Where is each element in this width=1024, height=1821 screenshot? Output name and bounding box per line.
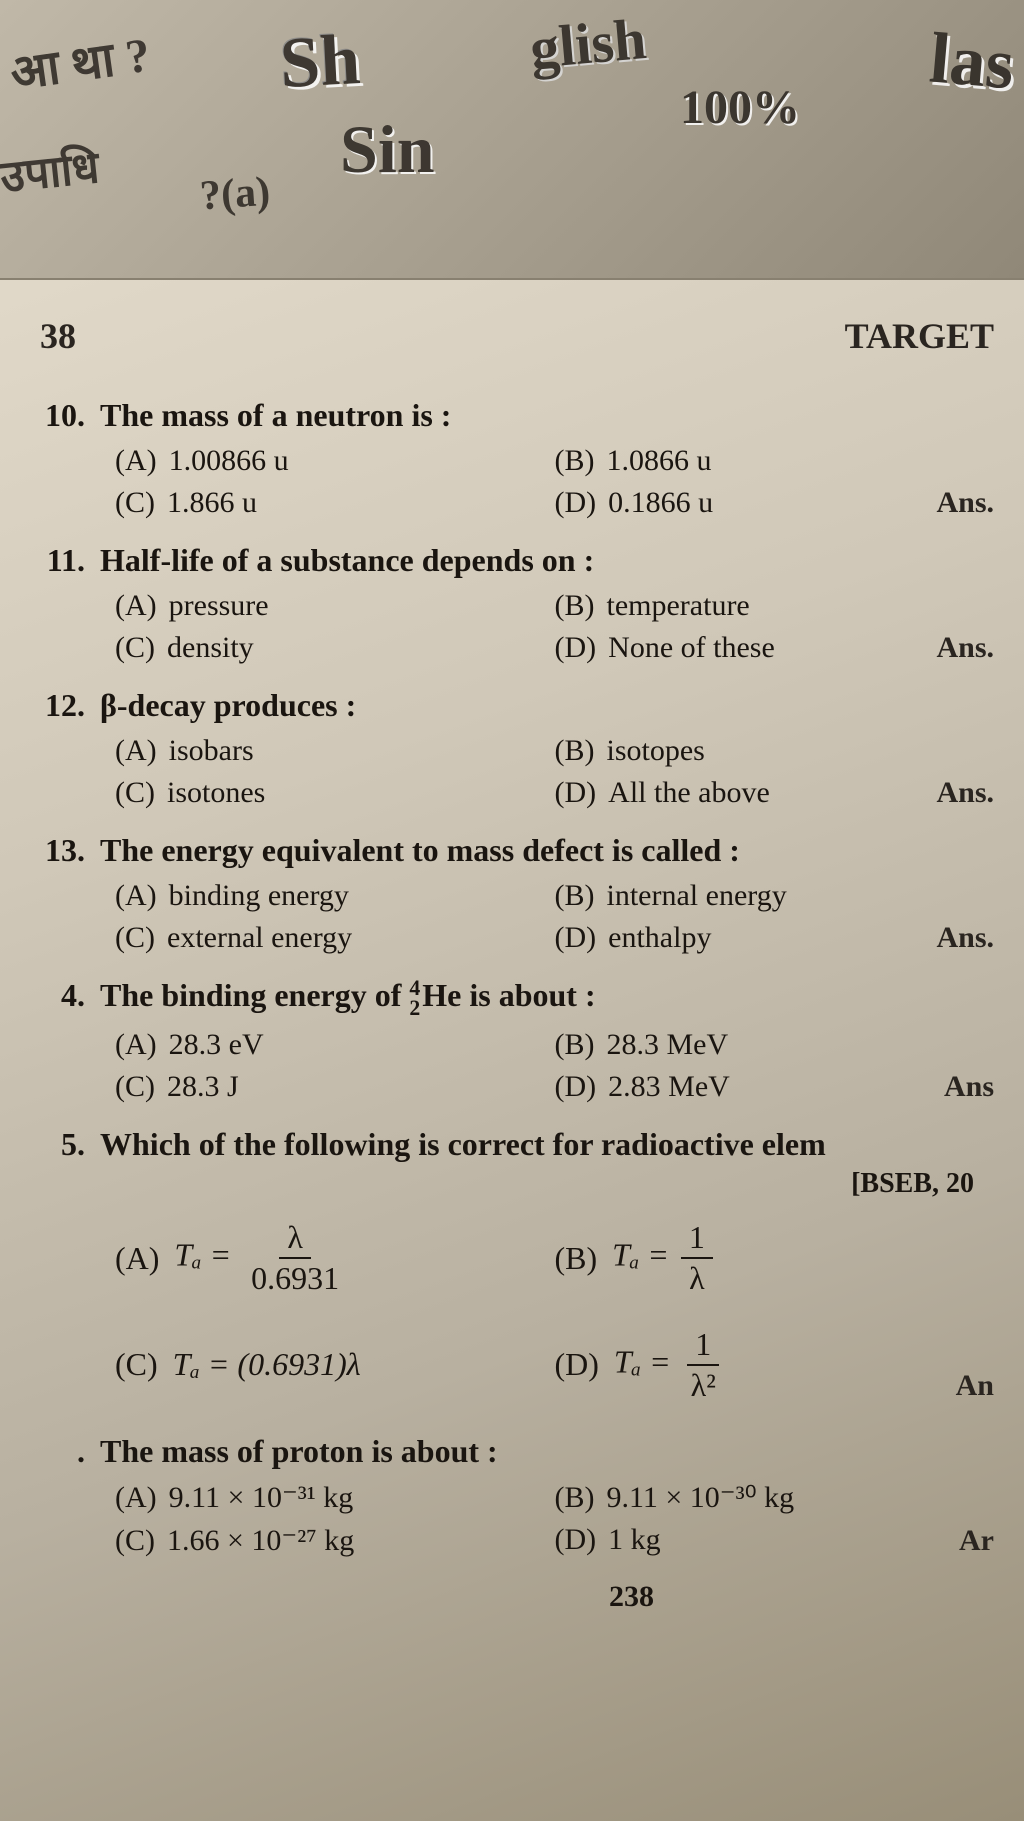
question-number: 11. <box>30 542 100 579</box>
answer-marker: Ans <box>944 1070 994 1104</box>
option: (D)enthalpy <box>555 921 975 955</box>
answer-marker: Ans. <box>936 486 994 520</box>
source-tag: [BSEB, 20 <box>30 1168 1004 1200</box>
question-number: 13. <box>30 832 100 869</box>
content-area: 38 TARGET 10. The mass of a neutron is :… <box>0 280 1024 1634</box>
option: (B)28.3 MeV <box>555 1028 975 1062</box>
option: (C)1.66 × 10⁻²⁷ kg <box>115 1523 535 1558</box>
option: (A)9.11 × 10⁻³¹ kg <box>115 1480 535 1515</box>
option: (B) Tₐ = 1λ <box>555 1220 975 1296</box>
question-15: 5. Which of the following is correct for… <box>30 1126 1004 1403</box>
header-text-hundred: 100% <box>680 80 800 135</box>
answer-marker: Ans. <box>936 921 994 955</box>
footer-fragment: 238 <box>30 1580 1004 1614</box>
answer-marker: An <box>956 1369 994 1403</box>
page-header-row: 38 TARGET <box>30 315 1004 357</box>
option: (A)isobars <box>115 734 535 768</box>
page-container: आ था ? उपाधि ?(a) Sh Sin glish 100% las … <box>0 0 1024 1821</box>
answer-marker: Ans. <box>936 776 994 810</box>
question-12: 12. β-decay produces : (A)isobars (B)iso… <box>30 687 1004 810</box>
question-text: The binding energy of 42He is about : <box>100 977 1004 1018</box>
option: (C)external energy <box>115 921 535 955</box>
option: (A)binding energy <box>115 879 535 913</box>
option: (D)0.1866 u <box>555 486 975 520</box>
header-text-qa: ?(a) <box>198 168 271 221</box>
question-text: The mass of proton is about : <box>100 1433 1004 1470</box>
question-number: . <box>30 1433 100 1470</box>
option: (C) Tₐ = (0.6931)λ <box>115 1327 535 1403</box>
answer-marker: Ans. <box>936 631 994 665</box>
header-text-las: las <box>927 16 1018 106</box>
question-11: 11. Half-life of a substance depends on … <box>30 542 1004 665</box>
option: (D)2.83 MeV <box>555 1070 975 1104</box>
question-number: 5. <box>30 1126 100 1163</box>
answer-marker: Ar <box>959 1524 994 1558</box>
option: (B)internal energy <box>555 879 975 913</box>
option: (B)isotopes <box>555 734 975 768</box>
header-text-upadhi: उपाधि <box>0 135 102 205</box>
question-number: 10. <box>30 397 100 434</box>
question-text: Half-life of a substance depends on : <box>100 542 1004 579</box>
question-text: The energy equivalent to mass defect is … <box>100 832 1004 869</box>
option: (D) Tₐ = 1λ² <box>555 1327 975 1403</box>
book-title: TARGET <box>845 315 994 357</box>
header-text-glish: glish <box>527 5 648 82</box>
option: (B)9.11 × 10⁻³⁰ kg <box>555 1480 975 1515</box>
question-10: 10. The mass of a neutron is : (A)1.0086… <box>30 397 1004 520</box>
newspaper-header: आ था ? उपाधि ?(a) Sh Sin glish 100% las <box>0 0 1024 280</box>
option: (C)isotones <box>115 776 535 810</box>
question-16: . The mass of proton is about : (A)9.11 … <box>30 1433 1004 1558</box>
header-text-sin: Sin <box>340 110 435 189</box>
option: (A)pressure <box>115 589 535 623</box>
option: (A) Tₐ = λ0.6931 <box>115 1220 535 1296</box>
option: (A)28.3 eV <box>115 1028 535 1062</box>
option: (B)temperature <box>555 589 975 623</box>
option: (D)1 kg <box>555 1523 975 1558</box>
option: (C)1.866 u <box>115 486 535 520</box>
header-text-devanagari: आ था ? <box>6 21 154 105</box>
question-text: β-decay produces : <box>100 687 1004 724</box>
option: (C)density <box>115 631 535 665</box>
question-number: 4. <box>30 977 100 1014</box>
question-number: 12. <box>30 687 100 724</box>
header-text-sh: Sh <box>278 18 362 105</box>
option: (D)None of these <box>555 631 975 665</box>
page-number: 38 <box>40 315 76 357</box>
question-text: Which of the following is correct for ra… <box>100 1126 1004 1163</box>
question-text: The mass of a neutron is : <box>100 397 1004 434</box>
question-14: 4. The binding energy of 42He is about :… <box>30 977 1004 1104</box>
option: (A)1.00866 u <box>115 444 535 478</box>
option: (C)28.3 J <box>115 1070 535 1104</box>
option: (D)All the above <box>555 776 975 810</box>
question-13: 13. The energy equivalent to mass defect… <box>30 832 1004 955</box>
option: (B)1.0866 u <box>555 444 975 478</box>
